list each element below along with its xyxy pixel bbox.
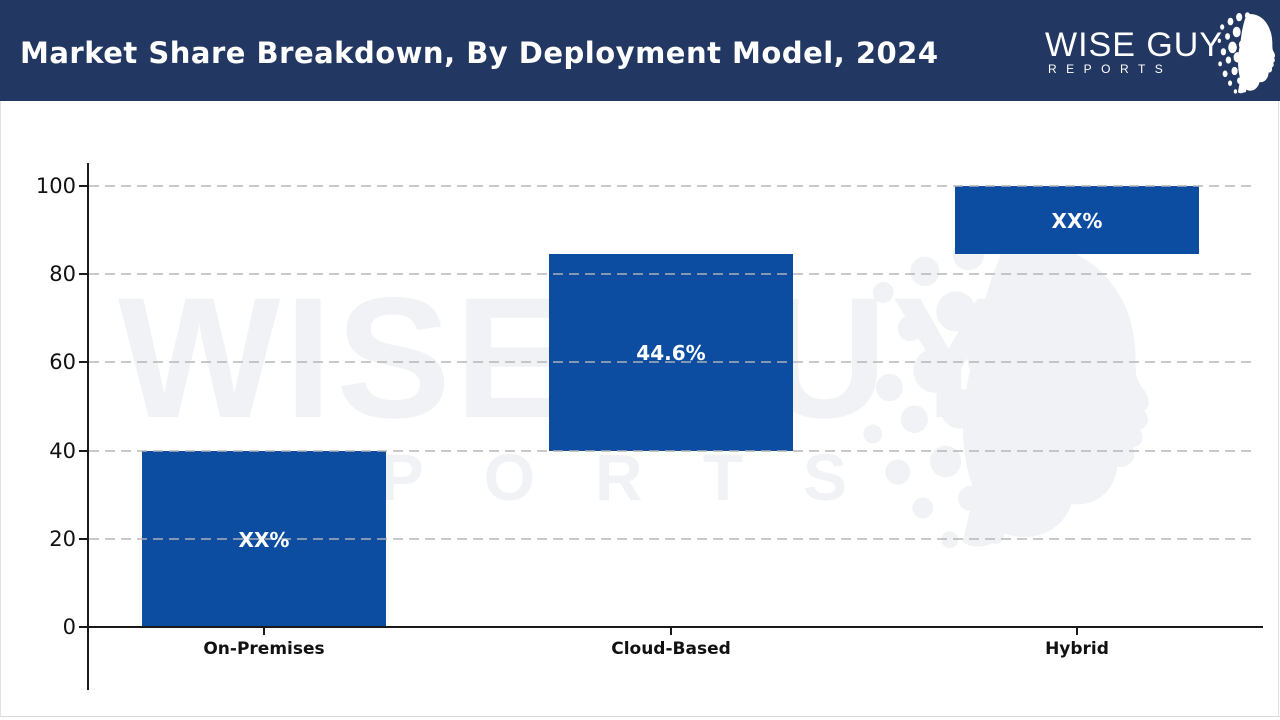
y-tick-label-80: 80	[49, 262, 76, 287]
x-axis-line	[87, 626, 1263, 628]
y-tick-label-0: 0	[62, 615, 76, 639]
gridline-20	[89, 537, 1252, 540]
bar-hybrid	[955, 186, 1199, 254]
y-tick-label-100: 100	[35, 174, 76, 198]
x-tick-label-on-premises: On-Premises	[203, 639, 325, 659]
y-tick-mark	[79, 185, 87, 187]
y-tick-mark	[79, 626, 87, 628]
gridline-100	[89, 185, 1252, 187]
page-border-bottom	[0, 716, 1280, 717]
y-axis-line	[87, 163, 89, 690]
bar-value-label: 44.6%	[636, 341, 706, 366]
y-tick-label-40: 40	[49, 438, 76, 463]
gridline-40	[89, 449, 1252, 452]
page-title: Market Share Breakdown, By Deployment Mo…	[20, 36, 939, 70]
bar-cloud-based	[549, 253, 793, 451]
page-border-right	[1278, 101, 1279, 717]
x-tick-mark	[670, 628, 672, 635]
y-tick-mark	[79, 361, 87, 364]
y-tick-label-20: 20	[49, 526, 76, 551]
gridline-80	[89, 273, 1252, 276]
x-tick-mark	[263, 628, 265, 635]
page-border-left	[0, 101, 1, 717]
brand-wordmark: WISE GUY	[1045, 26, 1224, 64]
chart-area: WISE GUY REPORTS XX% 44.6% XX% On-Premis…	[0, 101, 1280, 720]
y-tick-mark	[79, 273, 87, 276]
y-tick-label-60: 60	[49, 350, 76, 375]
header-banner: Market Share Breakdown, By Deployment Mo…	[0, 0, 1280, 101]
dotted-head-profile-icon	[1217, 12, 1275, 94]
brand-subtext: REPORTS	[1048, 62, 1173, 76]
x-tick-mark	[1076, 628, 1078, 635]
watermark-head-icon	[860, 235, 1149, 549]
x-tick-label-cloud-based: Cloud-Based	[611, 639, 731, 659]
gridline-60	[89, 361, 1252, 364]
brand-logo: WISE GUY REPORTS	[1020, 4, 1275, 98]
y-tick-mark	[79, 449, 87, 452]
y-tick-mark	[79, 537, 87, 540]
bar-value-label: XX%	[1051, 208, 1103, 233]
x-tick-label-hybrid: Hybrid	[1045, 639, 1109, 659]
bar-value-label: XX%	[238, 527, 290, 552]
